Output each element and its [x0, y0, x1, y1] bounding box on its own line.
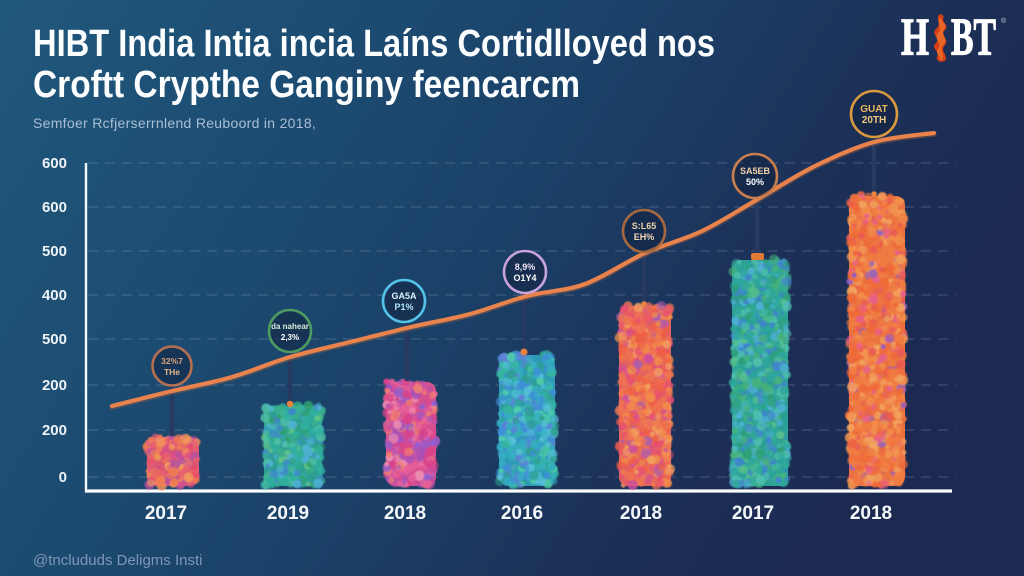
svg-text:2,3%: 2,3%: [281, 333, 299, 342]
svg-text:2017: 2017: [732, 503, 774, 524]
svg-text:GA5A: GA5A: [391, 291, 417, 301]
svg-text:H: H: [901, 9, 929, 67]
svg-text:P1%: P1%: [394, 302, 413, 312]
svg-text:2018: 2018: [620, 503, 662, 524]
svg-text:0: 0: [59, 469, 67, 486]
svg-text:2018: 2018: [850, 503, 892, 524]
svg-text:500: 500: [42, 331, 67, 348]
svg-text:O1Y4: O1Y4: [513, 273, 536, 283]
svg-text:600: 600: [42, 155, 67, 172]
svg-text:EH%: EH%: [634, 232, 655, 242]
svg-text:600: 600: [42, 199, 67, 216]
svg-text:Semfoer Rcfjerserrnlend Reuboo: Semfoer Rcfjerserrnlend Reuboord in 2018…: [33, 115, 316, 131]
svg-text:50%: 50%: [746, 177, 764, 187]
svg-text:®: ®: [1001, 17, 1007, 25]
svg-text:Croftt Crypthe Ganginy feencar: Croftt Crypthe Ganginy feencarcm: [33, 64, 580, 106]
svg-text:2019: 2019: [267, 503, 309, 524]
svg-text:200: 200: [42, 422, 67, 439]
svg-text:GUAT: GUAT: [860, 104, 888, 115]
svg-text:32%7: 32%7: [161, 356, 183, 366]
svg-text:200: 200: [42, 377, 67, 394]
svg-text:2017: 2017: [145, 503, 187, 524]
svg-text:8,9%: 8,9%: [515, 262, 536, 272]
svg-text:500: 500: [42, 243, 67, 260]
svg-text:SA5EB: SA5EB: [740, 166, 771, 176]
svg-text:THe: THe: [164, 367, 180, 377]
svg-text:2016: 2016: [501, 503, 543, 524]
svg-text:HIBT India Intia incia Laíns C: HIBT India Intia incia Laíns Cortidlloye…: [33, 23, 715, 65]
svg-text:S:L65: S:L65: [632, 221, 657, 231]
svg-text:2018: 2018: [384, 503, 426, 524]
svg-text:da nahear: da nahear: [271, 322, 309, 331]
svg-text:@tnclududs Deligms Insti: @tnclududs Deligms Insti: [33, 552, 202, 569]
svg-text:BT: BT: [951, 9, 996, 67]
svg-text:20TH: 20TH: [862, 115, 886, 126]
svg-text:400: 400: [42, 287, 67, 304]
